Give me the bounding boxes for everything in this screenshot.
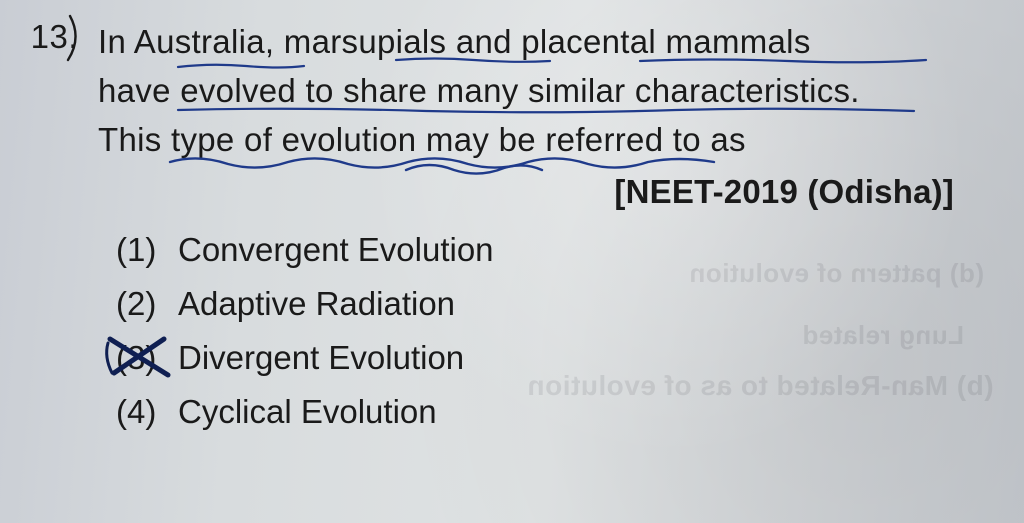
question-line-1-text: In Australia, marsupials and placental m…: [98, 23, 811, 60]
option-3: (3) Divergent Evolution: [116, 339, 964, 377]
option-2-label: Adaptive Radiation: [178, 285, 964, 323]
option-4: (4) Cyclical Evolution: [116, 393, 964, 431]
option-4-label: Cyclical Evolution: [178, 393, 964, 431]
option-4-num: (4): [116, 393, 178, 431]
question-number: 13.: [31, 18, 78, 55]
option-1-num: (1): [116, 231, 178, 269]
question-line-2: have evolved to share many similar chara…: [98, 67, 964, 116]
source-row: [NEET-2019 (Odisha)]: [98, 168, 964, 217]
option-2-num: (2): [116, 285, 178, 323]
question-line-3: This type of evolution may be referred t…: [98, 116, 964, 165]
question-row: 13. In Australia, marsupials and placent…: [24, 18, 964, 217]
options-list: (1) Convergent Evolution (2) Adaptive Ra…: [24, 231, 964, 431]
option-2: (2) Adaptive Radiation: [116, 285, 964, 323]
question-block: 13. In Australia, marsupials and placent…: [0, 0, 1024, 431]
source-label: [NEET-2019 (Odisha)]: [614, 173, 954, 210]
question-text: In Australia, marsupials and placental m…: [84, 18, 964, 217]
option-3-label: Divergent Evolution: [178, 339, 964, 377]
question-line-1: In Australia, marsupials and placental m…: [98, 18, 964, 67]
question-number-wrap: 13.: [24, 18, 84, 56]
option-1: (1) Convergent Evolution: [116, 231, 964, 269]
option-3-num: (3): [116, 339, 178, 377]
question-line-2-text: have evolved to share many similar chara…: [98, 72, 860, 109]
question-line-3-text: This type of evolution may be referred t…: [98, 121, 746, 158]
option-1-label: Convergent Evolution: [178, 231, 964, 269]
